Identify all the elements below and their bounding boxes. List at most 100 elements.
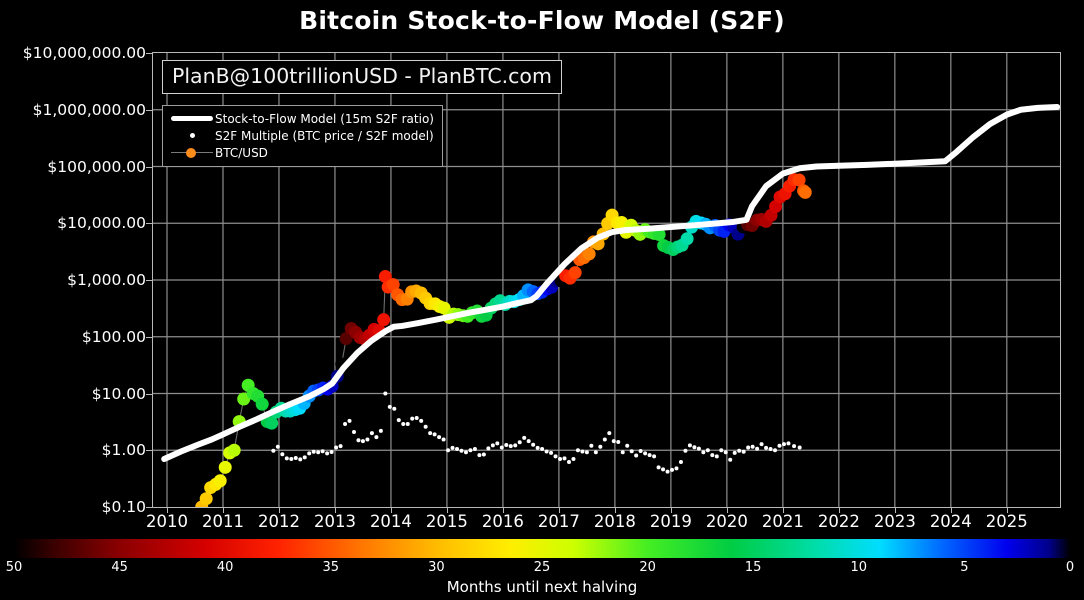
data-point-s2f-multiple xyxy=(468,448,473,453)
data-point-s2f-multiple xyxy=(781,442,786,447)
data-point-s2f-multiple xyxy=(598,444,603,449)
plot-area: PlanB@100trillionUSD - PlanBTC.com Stock… xyxy=(152,52,1061,508)
data-point-s2f-multiple xyxy=(316,450,321,455)
x-axis-tick-mark xyxy=(222,508,224,513)
data-point-s2f-multiple xyxy=(504,442,509,447)
data-point-s2f-multiple xyxy=(275,444,280,449)
data-point-s2f-multiple xyxy=(705,448,710,453)
data-point-btcusd xyxy=(568,266,582,280)
data-point-s2f-multiple xyxy=(396,418,401,423)
data-point-btcusd xyxy=(680,232,694,246)
colorbar-section: 50 45 40 35 30 25 20 15 10 5 0 Months until next h… xyxy=(0,539,1084,600)
x-axis-tick-mark xyxy=(278,508,280,513)
data-point-s2f-multiple xyxy=(526,439,531,444)
data-point-s2f-multiple xyxy=(571,457,576,462)
colorbar-title: Months until next halving xyxy=(446,578,638,596)
x-axis-tick-mark xyxy=(726,508,728,513)
data-point-s2f-multiple xyxy=(558,457,563,462)
data-point-s2f-multiple xyxy=(584,450,589,455)
data-point-s2f-multiple xyxy=(383,391,388,396)
data-point-s2f-multiple xyxy=(347,418,352,423)
data-point-s2f-multiple xyxy=(463,450,468,455)
data-point-s2f-multiple xyxy=(477,453,482,458)
y-axis-tick-mark xyxy=(146,336,152,338)
data-point-s2f-multiple xyxy=(607,431,612,436)
data-point-s2f-multiple xyxy=(387,404,392,409)
y-axis-tick-mark xyxy=(146,450,152,452)
data-point-s2f-multiple xyxy=(289,457,294,462)
data-point-s2f-multiple xyxy=(517,440,522,445)
data-point-s2f-multiple xyxy=(280,452,285,457)
data-point-s2f-multiple xyxy=(441,437,446,442)
x-axis-tick-label: 2015 xyxy=(425,512,468,531)
data-point-s2f-multiple xyxy=(728,457,733,462)
data-point-btcusd xyxy=(339,332,353,346)
colorbar-tick-label: 25 xyxy=(533,560,551,575)
data-point-s2f-multiple xyxy=(589,443,594,448)
data-point-s2f-multiple xyxy=(723,450,728,455)
x-axis-tick-label: 2017 xyxy=(537,512,580,531)
x-axis-tick-label: 2020 xyxy=(705,512,748,531)
data-point-btcusd xyxy=(265,416,279,430)
data-point-s2f-multiple xyxy=(638,449,643,453)
x-axis-tick-mark xyxy=(1006,508,1008,513)
data-point-btcusd xyxy=(378,270,392,284)
y-axis-tick-label: $1.00 xyxy=(101,441,146,460)
data-point-s2f-multiple xyxy=(540,447,545,452)
data-point-s2f-multiple xyxy=(419,418,424,423)
data-point-s2f-multiple xyxy=(786,441,791,446)
data-point-s2f-multiple xyxy=(634,453,639,458)
colorbar-tick-label: 50 xyxy=(5,560,23,575)
data-point-s2f-multiple xyxy=(544,449,549,454)
data-point-btcusd xyxy=(652,228,666,242)
data-point-s2f-multiple xyxy=(356,438,361,443)
data-point-s2f-multiple xyxy=(374,435,379,440)
data-point-s2f-multiple xyxy=(593,450,598,455)
x-axis-tick-mark xyxy=(838,508,840,513)
data-point-s2f-multiple xyxy=(481,452,486,457)
data-point-s2f-multiple xyxy=(414,416,419,420)
colorbar-tick-label: 10 xyxy=(850,560,868,575)
data-point-s2f-multiple xyxy=(535,445,540,450)
data-point-s2f-multiple xyxy=(490,443,495,448)
data-point-s2f-multiple xyxy=(768,447,773,452)
y-axis-tick-mark xyxy=(146,53,152,54)
data-point-s2f-multiple xyxy=(271,448,276,453)
data-point-s2f-multiple xyxy=(553,454,558,459)
data-point-s2f-multiple xyxy=(472,447,477,452)
legend-marker-orange-dot-icon xyxy=(169,144,215,161)
series-s2f-multiple xyxy=(271,391,802,474)
data-point-s2f-multiple xyxy=(797,445,802,450)
data-point-s2f-multiple xyxy=(562,456,567,461)
data-point-s2f-multiple xyxy=(670,467,675,472)
x-axis-tick-mark xyxy=(446,508,448,513)
data-point-s2f-multiple xyxy=(687,443,692,448)
y-axis-tick-mark xyxy=(146,109,152,111)
data-point-s2f-multiple xyxy=(495,441,500,446)
x-axis-tick-label: 2011 xyxy=(201,512,244,531)
colorbar-tick-label: 45 xyxy=(111,560,128,575)
data-point-btcusd xyxy=(218,460,232,474)
data-point-s2f-multiple xyxy=(302,455,307,460)
colorbar-tick-label: 5 xyxy=(960,560,969,575)
data-point-btcusd xyxy=(386,278,400,292)
data-point-s2f-multiple xyxy=(674,466,679,471)
data-point-s2f-multiple xyxy=(741,449,746,454)
data-point-s2f-multiple xyxy=(616,439,621,444)
data-point-s2f-multiple xyxy=(293,456,298,461)
data-point-btcusd xyxy=(213,474,227,488)
y-axis-tick-mark xyxy=(146,280,152,281)
y-axis-tick-label: $10,000.00 xyxy=(57,214,146,233)
data-point-btcusd xyxy=(255,397,269,411)
y-axis-tick-label: $1,000.00 xyxy=(67,271,146,289)
y-axis-tick-mark xyxy=(146,166,152,168)
y-axis-tick-label: $100,000.00 xyxy=(47,157,146,176)
legend-item-btcusd: BTC/USD xyxy=(169,144,434,161)
data-point-s2f-multiple xyxy=(455,447,460,452)
y-axis-tick-label: $10.00 xyxy=(91,384,146,403)
data-point-s2f-multiple xyxy=(665,469,670,474)
data-point-s2f-multiple xyxy=(405,422,410,427)
x-axis-tick-mark xyxy=(334,508,336,513)
data-point-s2f-multiple xyxy=(437,435,442,440)
